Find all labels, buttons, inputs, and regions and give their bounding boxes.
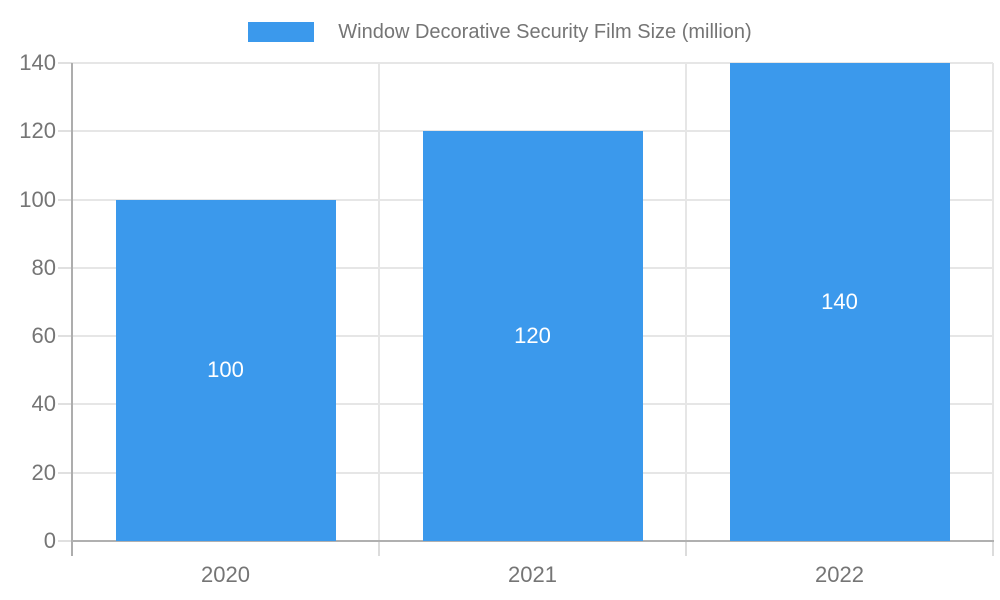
x-axis-label: 2021 <box>508 562 557 587</box>
y-axis-tick <box>58 266 72 269</box>
bar-value-label: 120 <box>514 323 551 349</box>
bar[interactable] <box>729 63 950 541</box>
y-axis-label: 120 <box>19 118 56 144</box>
y-axis-tick <box>58 130 72 133</box>
x-axis-tick <box>992 541 994 556</box>
y-axis-label: 20 <box>31 459 56 485</box>
x-axis-line <box>72 540 994 542</box>
y-axis-label: 0 <box>43 528 56 553</box>
legend-swatch-icon <box>248 22 315 42</box>
x-axis-tick <box>685 541 687 556</box>
bar-value-label: 100 <box>207 357 244 383</box>
y-axis-tick <box>58 403 72 406</box>
y-axis-label: 40 <box>31 391 56 417</box>
y-axis-label: 140 <box>19 50 56 75</box>
y-axis-label: 100 <box>19 186 56 212</box>
y-axis-tick <box>58 62 72 64</box>
x-gridline <box>378 63 380 541</box>
x-gridline <box>992 63 994 541</box>
x-axis-tick <box>378 541 380 556</box>
legend-label: Window Decorative Security Film Size (mi… <box>338 20 752 43</box>
y-axis-tick <box>58 540 72 542</box>
x-axis-label: 2022 <box>815 562 864 587</box>
y-axis-label: 80 <box>31 254 56 280</box>
y-axis-line <box>71 63 73 556</box>
y-gridline <box>72 62 993 64</box>
y-axis-label: 60 <box>31 323 56 349</box>
y-axis-tick <box>58 335 72 338</box>
bar-value-label: 140 <box>821 289 858 314</box>
x-axis-label: 2020 <box>201 562 250 587</box>
x-gridline <box>685 63 687 541</box>
bar[interactable] <box>115 199 336 541</box>
bar[interactable] <box>422 131 643 541</box>
chart-legend[interactable]: Window Decorative Security Film Size (mi… <box>0 20 1000 44</box>
y-axis-tick <box>58 198 72 201</box>
y-axis-tick <box>58 471 72 474</box>
